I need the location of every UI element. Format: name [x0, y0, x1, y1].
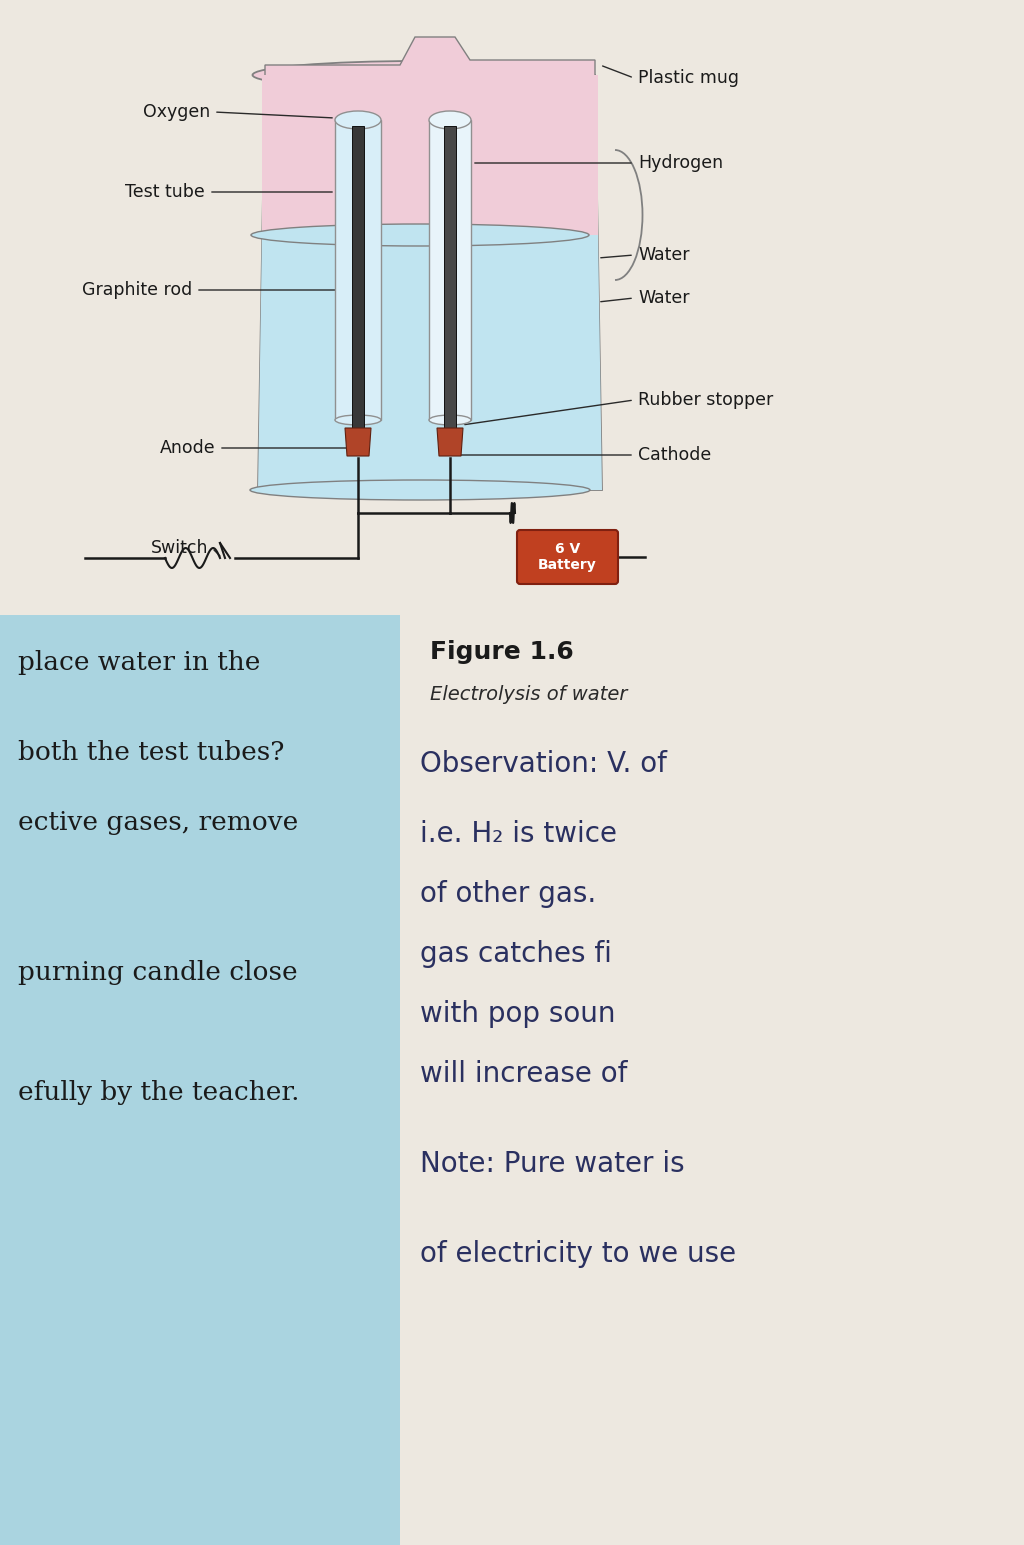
Text: Test tube: Test tube [125, 182, 205, 201]
Text: 6 V
Battery: 6 V Battery [539, 542, 597, 572]
Polygon shape [437, 428, 463, 456]
Ellipse shape [251, 224, 589, 246]
Text: gas catches fi: gas catches fi [420, 939, 612, 969]
Text: Rubber stopper: Rubber stopper [638, 391, 773, 409]
Text: will increase of: will increase of [420, 1060, 628, 1088]
Polygon shape [262, 76, 598, 235]
Polygon shape [258, 235, 602, 490]
Text: both the test tubes?: both the test tubes? [18, 740, 285, 765]
Polygon shape [265, 37, 595, 90]
Text: Observation: V. of: Observation: V. of [420, 749, 667, 779]
Polygon shape [345, 428, 371, 456]
Ellipse shape [429, 416, 471, 425]
Text: Anode: Anode [160, 439, 215, 457]
Text: i.e. H₂ is twice: i.e. H₂ is twice [420, 820, 617, 848]
Text: Note: Pure water is: Note: Pure water is [420, 1149, 685, 1177]
Ellipse shape [335, 111, 381, 128]
Ellipse shape [250, 480, 590, 501]
Text: place water in the: place water in the [18, 650, 260, 675]
Text: Oxygen: Oxygen [142, 104, 210, 121]
Text: efully by the teacher.: efully by the teacher. [18, 1080, 299, 1105]
Text: Water: Water [638, 246, 689, 264]
Polygon shape [258, 76, 602, 490]
Polygon shape [444, 127, 456, 448]
Text: with pop soun: with pop soun [420, 1000, 615, 1027]
FancyBboxPatch shape [0, 615, 400, 1545]
Text: of other gas.: of other gas. [420, 881, 596, 908]
Ellipse shape [335, 416, 381, 425]
Ellipse shape [429, 111, 471, 128]
Text: Hydrogen: Hydrogen [638, 154, 723, 171]
Text: Electrolysis of water: Electrolysis of water [430, 684, 628, 705]
Text: Cathode: Cathode [638, 447, 712, 464]
Text: purning candle close: purning candle close [18, 959, 298, 986]
Text: Plastic mug: Plastic mug [638, 70, 739, 87]
Text: of electricity to we use: of electricity to we use [420, 1241, 736, 1268]
Polygon shape [429, 121, 471, 420]
Text: Switch: Switch [151, 539, 208, 558]
Text: Graphite rod: Graphite rod [82, 281, 193, 300]
FancyBboxPatch shape [517, 530, 618, 584]
Text: ective gases, remove: ective gases, remove [18, 810, 298, 834]
Polygon shape [335, 121, 381, 420]
Text: Water: Water [638, 289, 689, 307]
Text: Figure 1.6: Figure 1.6 [430, 640, 573, 664]
Ellipse shape [253, 60, 588, 90]
Polygon shape [352, 127, 364, 448]
